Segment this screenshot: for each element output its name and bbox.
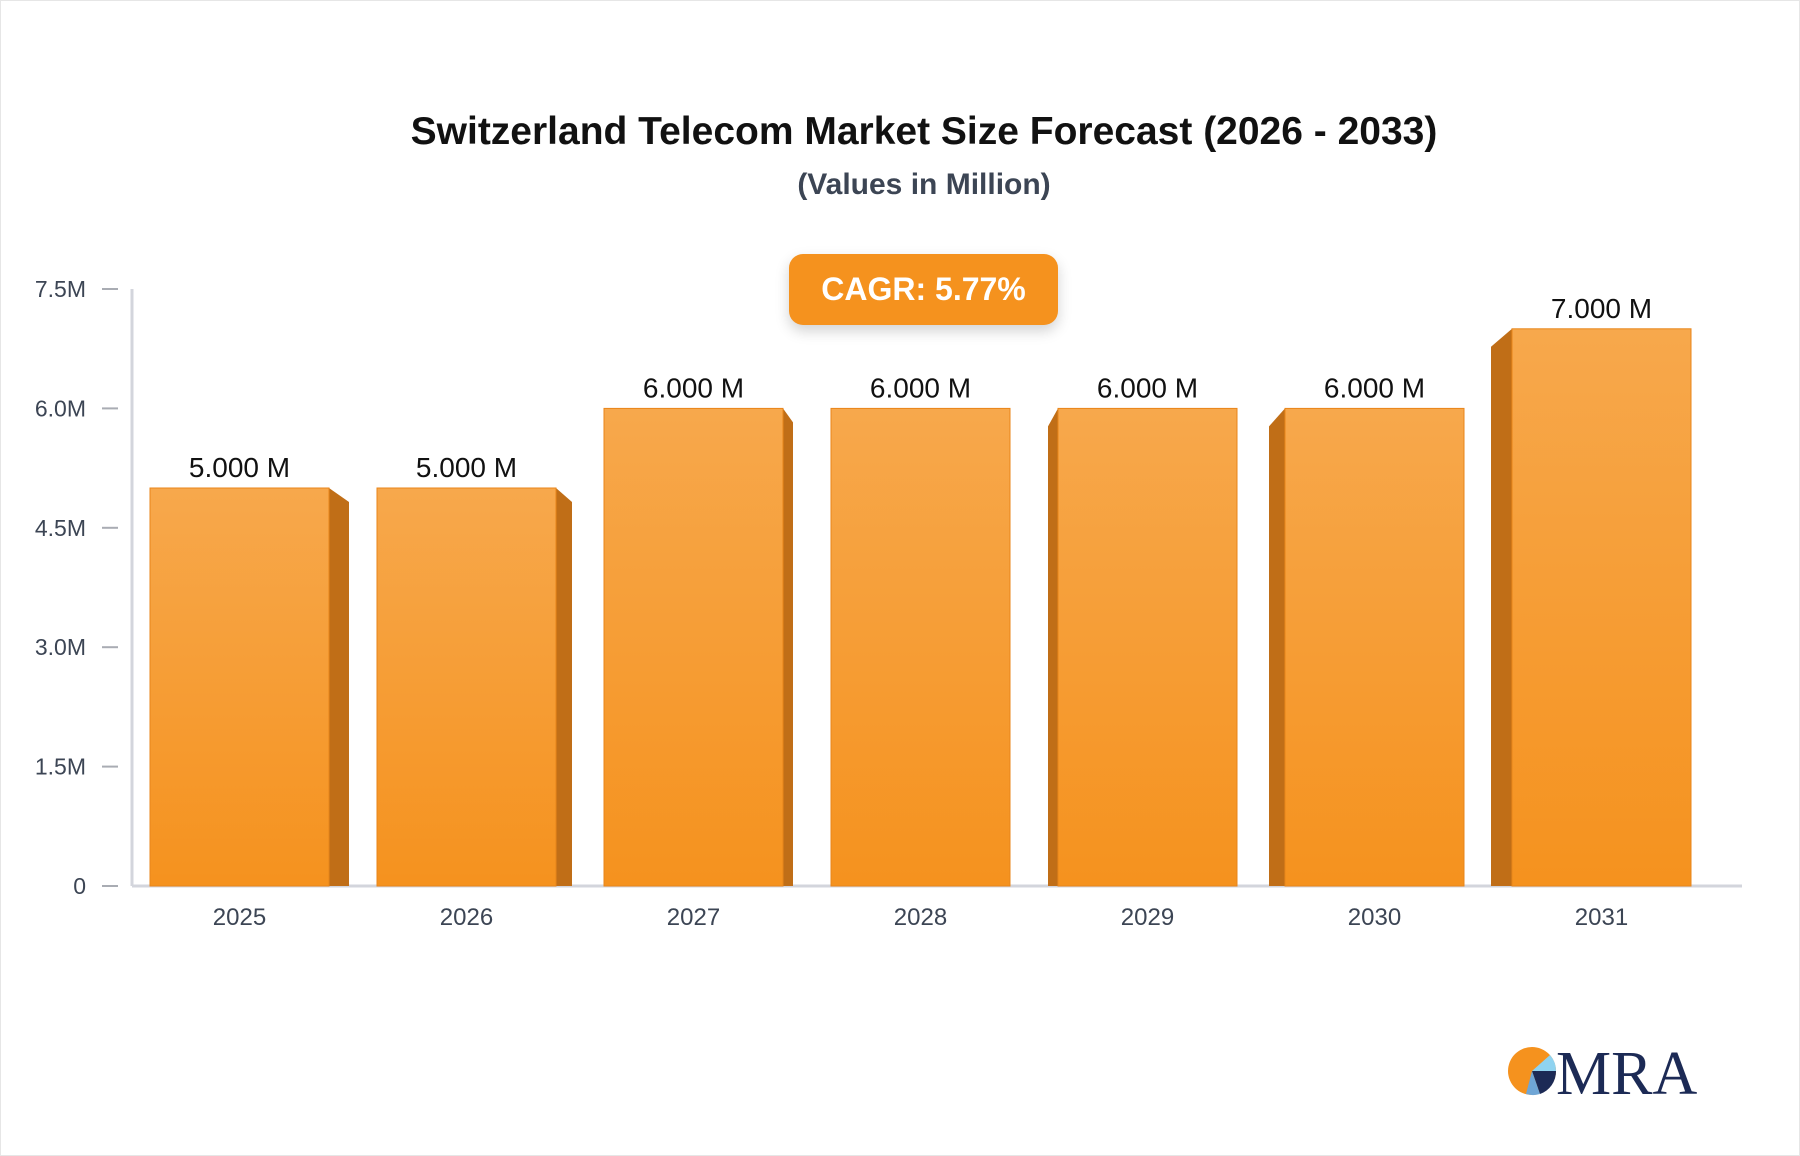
y-tick-label: 1.5M <box>35 754 86 780</box>
svg-text:MRA: MRA <box>1556 1040 1697 1100</box>
y-tick-label: 6.0M <box>35 395 86 421</box>
bar-side-face <box>556 488 572 886</box>
bar-side-face <box>1491 328 1512 886</box>
bar-side-face <box>783 408 793 886</box>
data-label: 7.000 M <box>1551 293 1652 324</box>
data-label: 6.000 M <box>1097 372 1198 403</box>
y-tick-label: 3.0M <box>35 634 86 660</box>
data-label: 6.000 M <box>870 372 971 403</box>
bar-side-face <box>1048 408 1058 886</box>
y-tick-label: 7.5M <box>35 276 86 302</box>
bar <box>830 407 1011 887</box>
cagr-badge: CAGR: 5.77% <box>789 254 1058 325</box>
y-tick-label: 0 <box>73 873 86 899</box>
data-label: 5.000 M <box>416 452 517 483</box>
x-tick-label: 2029 <box>1121 904 1174 931</box>
bar <box>376 487 557 887</box>
x-tick-label: 2030 <box>1348 904 1401 931</box>
chart-title: Switzerland Telecom Market Size Forecast… <box>410 110 1438 153</box>
x-tick-label: 2025 <box>213 904 266 931</box>
bar <box>1284 407 1465 887</box>
y-tick-label: 4.5M <box>35 515 86 541</box>
bar-side-face <box>1269 408 1285 886</box>
data-label: 6.000 M <box>643 372 744 403</box>
bar <box>1511 328 1692 887</box>
x-tick-label: 2028 <box>894 904 947 931</box>
x-tick-label: 2031 <box>1575 904 1628 931</box>
data-label: 5.000 M <box>189 452 290 483</box>
bar <box>149 487 330 887</box>
bar-side-face <box>329 488 349 886</box>
chart-subtitle: (Values in Million) <box>797 168 1051 201</box>
x-tick-label: 2026 <box>440 904 493 931</box>
data-label: 6.000 M <box>1324 372 1425 403</box>
bar <box>603 407 784 887</box>
x-tick-label: 2027 <box>667 904 720 931</box>
bar <box>1057 407 1238 887</box>
mra-logo: MRA <box>1506 1036 1706 1100</box>
